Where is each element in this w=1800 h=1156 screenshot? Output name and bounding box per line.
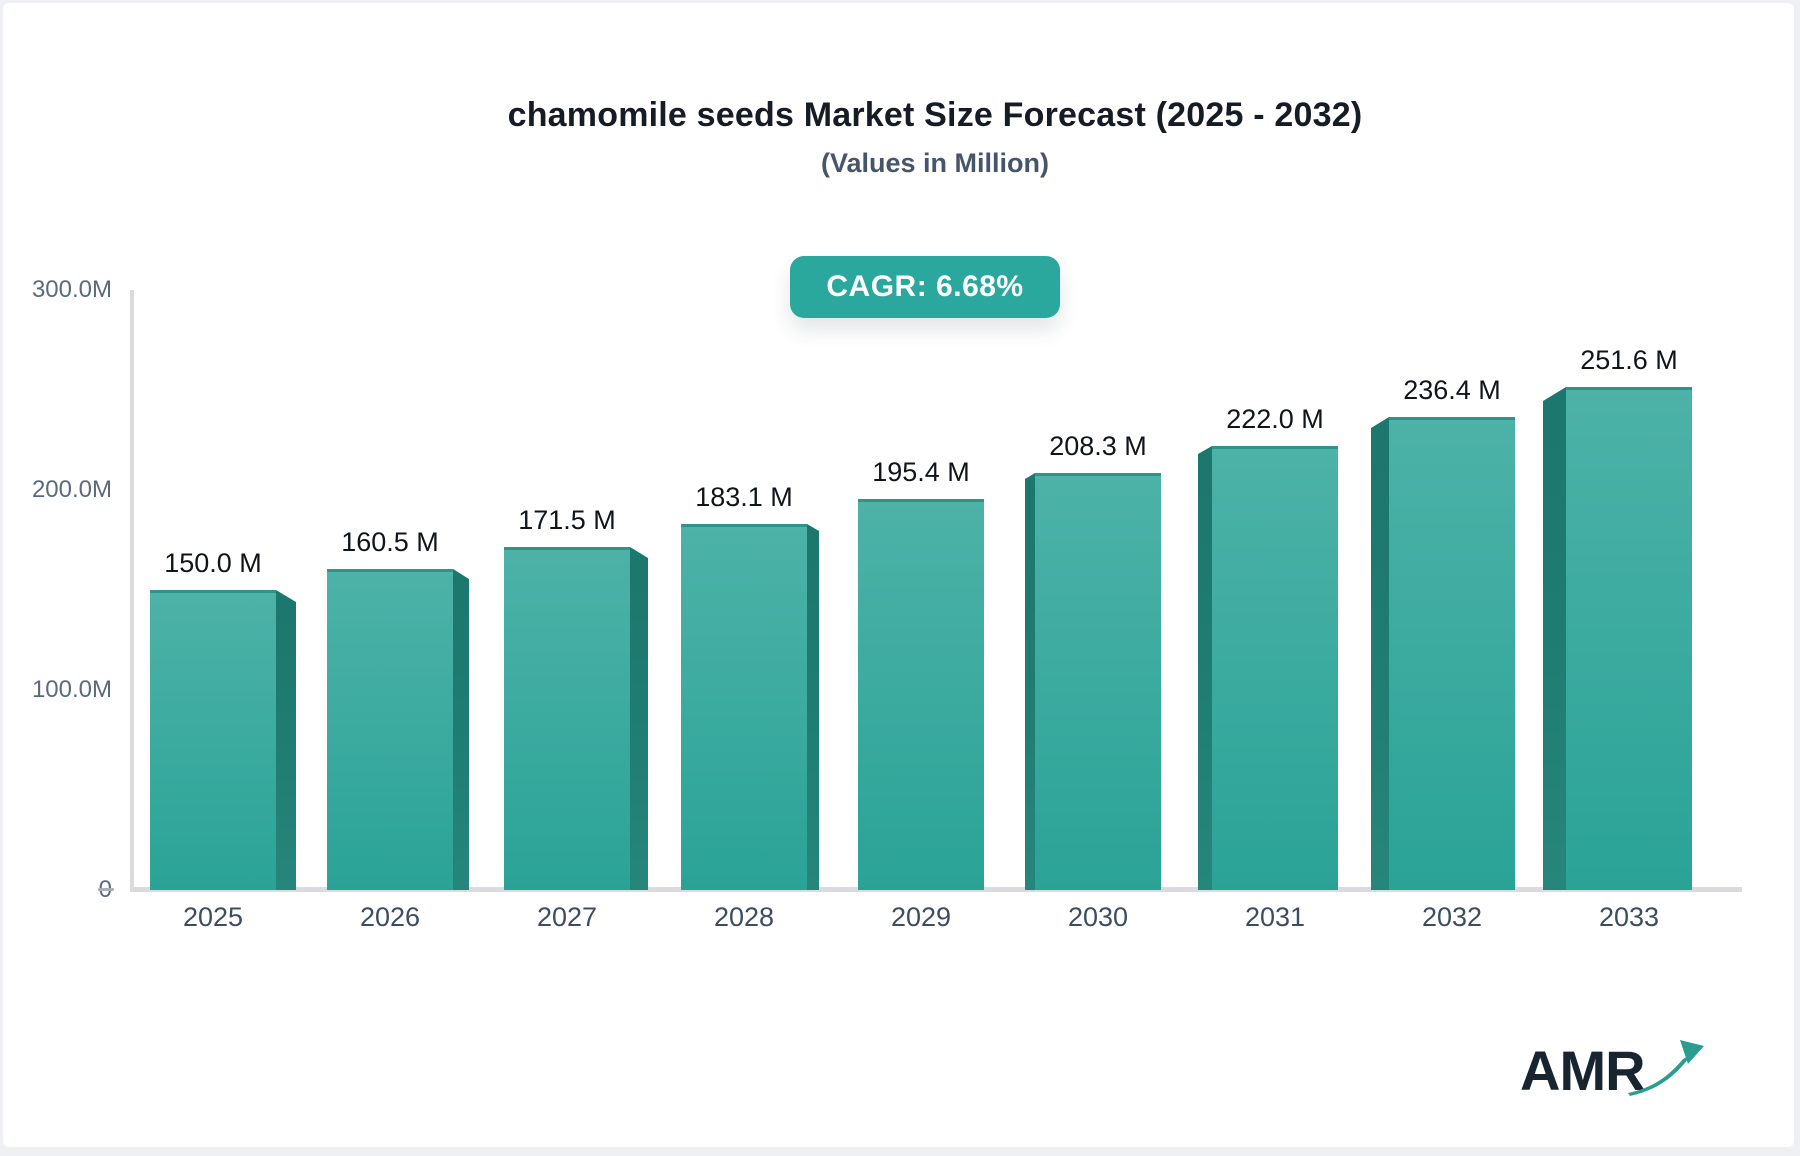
x-axis-category-label: 2027 bbox=[536, 902, 598, 932]
bar-2031-side-face bbox=[1198, 446, 1212, 890]
bar-2028[interactable] bbox=[681, 524, 807, 890]
bar-value-label: 236.4 M bbox=[1403, 375, 1501, 405]
x-axis-category-label: 2033 bbox=[1598, 902, 1660, 932]
bar-2025-side-face bbox=[276, 590, 296, 890]
y-axis-tick-label: 100.0M bbox=[31, 676, 112, 703]
x-axis-category-label: 2028 bbox=[713, 902, 775, 932]
bar-value-label: 251.6 M bbox=[1580, 345, 1678, 375]
bar-value-label: 171.5 M bbox=[518, 505, 616, 535]
x-axis-category-label: 2031 bbox=[1244, 902, 1306, 932]
bar-2032-side-face bbox=[1371, 417, 1389, 890]
amr-logo: AMR bbox=[1520, 1039, 1704, 1102]
bar-2026[interactable] bbox=[327, 569, 453, 890]
bar-value-label: 208.3 M bbox=[1049, 431, 1147, 461]
x-axis-category-label: 2030 bbox=[1067, 902, 1129, 932]
x-axis-category-label: 2025 bbox=[182, 902, 244, 932]
bar-2033-side-face bbox=[1543, 387, 1566, 890]
cagr-badge: CAGR: 6.68% bbox=[790, 256, 1060, 318]
cagr-badge-label: CAGR: 6.68% bbox=[826, 270, 1024, 303]
bar-value-label: 160.5 M bbox=[341, 527, 439, 557]
bar-value-label: 150.0 M bbox=[164, 548, 262, 578]
bar-2030-side-face bbox=[1025, 473, 1035, 890]
bar-value-label: 222.0 M bbox=[1226, 404, 1324, 434]
bar-2027-side-face bbox=[630, 547, 648, 890]
x-axis-category-label: 2029 bbox=[890, 902, 952, 932]
growth-arrow-icon bbox=[1628, 1040, 1704, 1096]
bar-2032[interactable] bbox=[1389, 417, 1515, 890]
amr-logo-text: AMR bbox=[1520, 1039, 1645, 1102]
bar-value-label: 183.1 M bbox=[695, 482, 793, 512]
y-axis-tick-label: 300.0M bbox=[31, 276, 112, 303]
bar-2033[interactable] bbox=[1566, 387, 1692, 890]
zero-tick-mark bbox=[98, 888, 114, 891]
bar-value-label: 195.4 M bbox=[872, 457, 970, 487]
x-axis-category-label: 2026 bbox=[359, 902, 421, 932]
bar-2031[interactable] bbox=[1212, 446, 1338, 890]
chart-subtitle: (Values in Million) bbox=[820, 148, 1050, 178]
bar-2026-side-face bbox=[453, 569, 469, 890]
bar-2025[interactable] bbox=[150, 590, 276, 890]
y-axis-line bbox=[130, 290, 134, 890]
y-axis-tick-label: 0 bbox=[0, 876, 112, 904]
y-axis-tick-label: 200.0M bbox=[31, 476, 112, 503]
chart-title: chamomile seeds Market Size Forecast (20… bbox=[507, 96, 1363, 134]
bar-2029[interactable] bbox=[858, 499, 984, 890]
bar-2030[interactable] bbox=[1035, 473, 1161, 890]
x-axis-category-label: 2032 bbox=[1421, 902, 1483, 932]
bar-2028-side-face bbox=[807, 524, 819, 890]
bar-2027[interactable] bbox=[504, 547, 630, 890]
